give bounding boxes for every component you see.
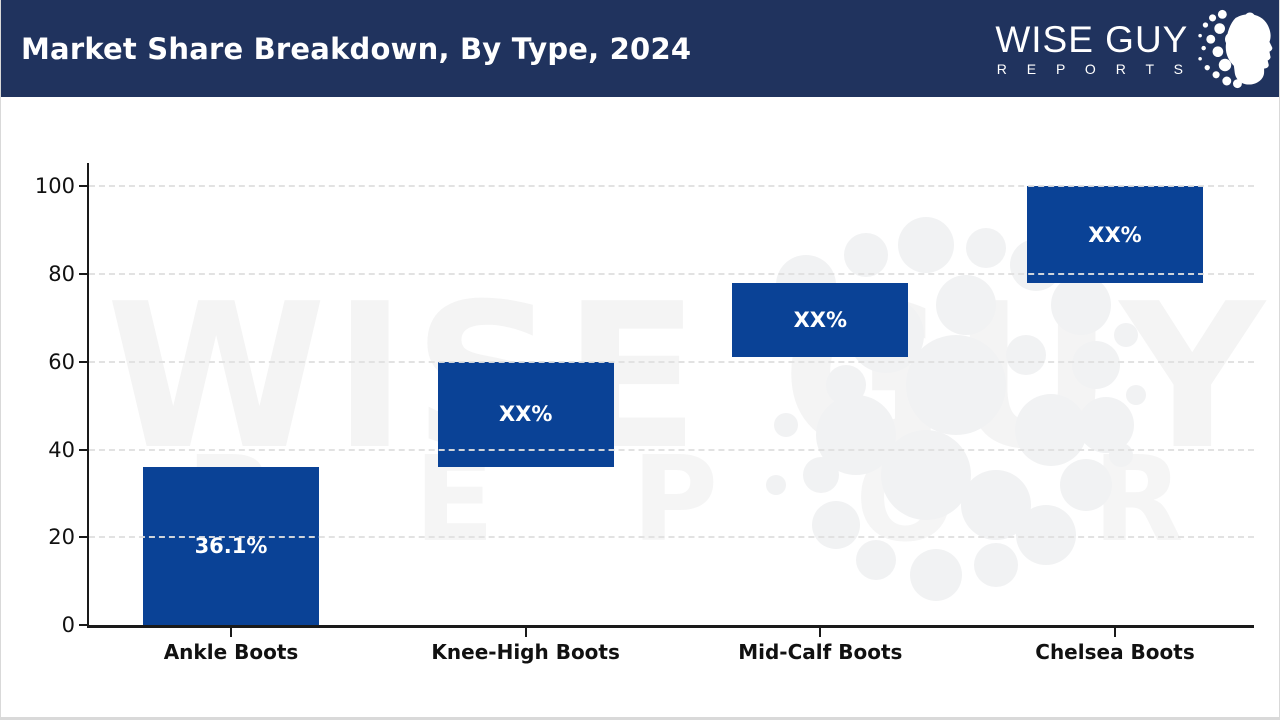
gridline-20 [89,536,1254,539]
x-axis-spine [87,625,1254,628]
gridline-60 [89,360,1254,363]
header-bar: Market Share Breakdown, By Type, 2024 WI… [1,0,1279,97]
gridline-100 [89,185,1254,188]
x-label-mid-calf-boots: Mid-Calf Boots [738,640,903,664]
y-tick-label-40: 40 [48,437,75,462]
bar-mid-calf-boots: XX% [732,282,909,358]
brand-logo: WISE GUY R E P O R T S [993,4,1273,94]
y-tick-label-0: 0 [61,613,75,637]
brand-logo-name: WISE GUY [995,18,1189,60]
y-tick-100 [79,185,89,188]
x-tick-ankle-boots [230,628,232,637]
x-label-ankle-boots: Ankle Boots [163,640,299,664]
chart-title: Market Share Breakdown, By Type, 2024 [21,31,692,66]
bar-value-label: XX% [1088,222,1142,247]
y-tick-label-80: 80 [48,262,75,287]
x-label-knee-high-boots: Knee-High Boots [431,640,620,664]
bar-value-label: XX% [498,402,553,427]
bar-value-label: XX% [793,308,848,333]
y-tick-label-20: 20 [48,525,75,550]
y-tick-60 [79,360,89,363]
y-tick-20 [79,536,89,539]
y-tick-0 [79,624,89,626]
x-tick-knee-high-boots [524,628,527,637]
x-tick-chelsea-boots [1114,628,1116,637]
brand-logo-sub: R E P O R T S [996,61,1191,78]
gridline-80 [89,273,1254,276]
bottom-border-line [1,717,1279,720]
brand-logo-face-icon [1198,9,1273,89]
brand-logo-text: WISE GUY R E P O R T S [993,18,1191,78]
y-tick-80 [79,273,89,276]
bar-ankle-boots: 36.1% [143,466,319,625]
x-label-chelsea-boots: Chelsea Boots [1035,640,1195,664]
gridline-40 [89,448,1254,451]
y-tick-40 [79,448,89,451]
y-tick-label-100: 100 [34,174,75,199]
bar-chelsea-boots: XX% [1027,186,1203,283]
bar-knee-high-boots: XX% [437,361,614,468]
x-tick-mid-calf-boots [819,628,822,637]
y-tick-label-60: 60 [48,349,75,374]
y-axis-spine [87,163,89,628]
